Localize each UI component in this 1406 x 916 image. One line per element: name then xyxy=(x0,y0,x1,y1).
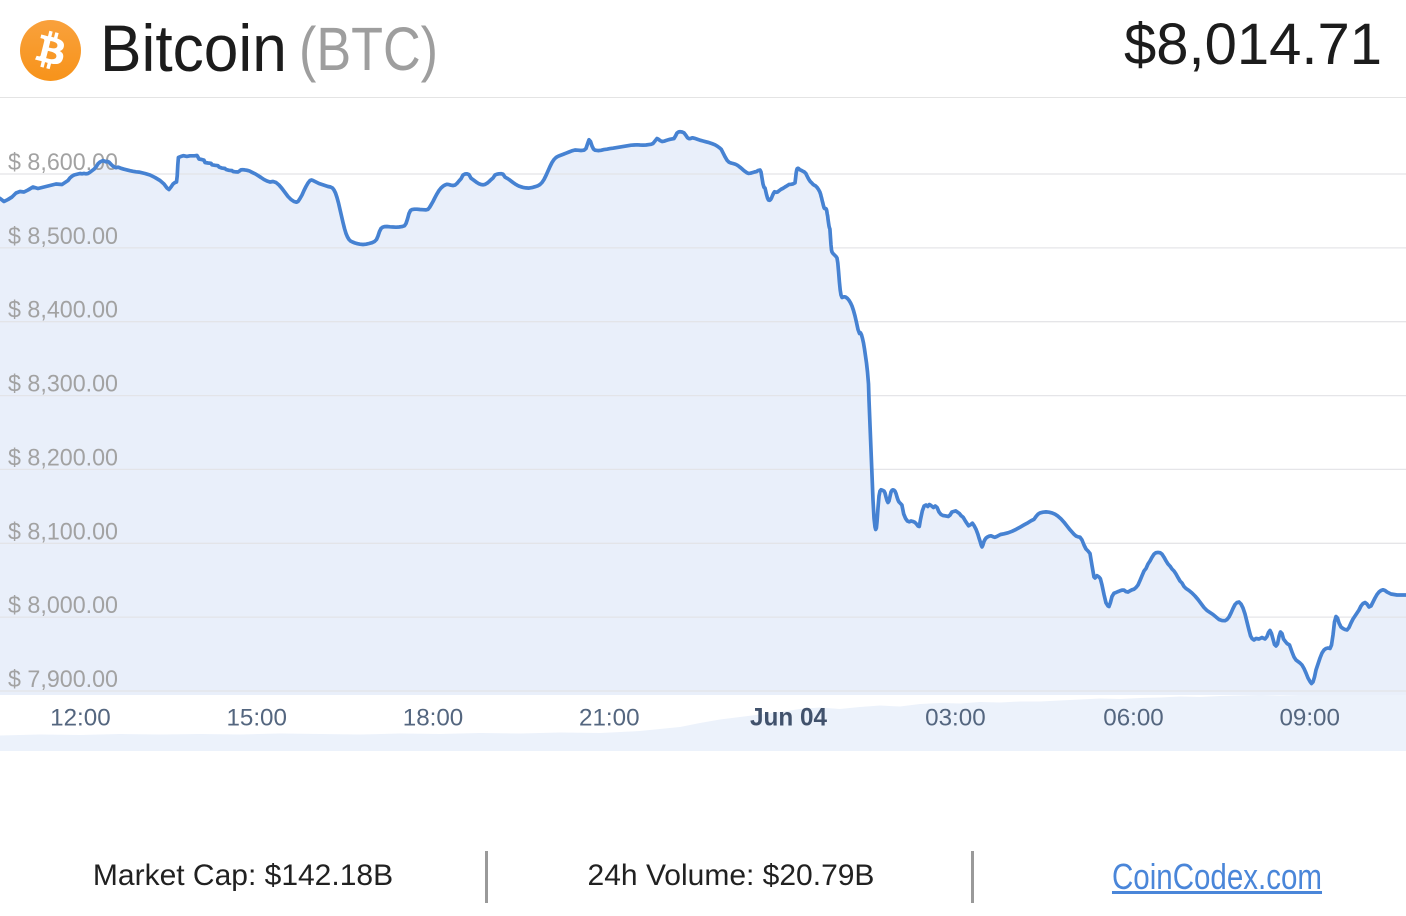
svg-text:$ 8,100.00: $ 8,100.00 xyxy=(8,518,118,545)
svg-text:$ 8,000.00: $ 8,000.00 xyxy=(8,592,118,619)
svg-text:12:00: 12:00 xyxy=(50,705,111,732)
svg-text:$ 8,200.00: $ 8,200.00 xyxy=(8,444,118,471)
svg-text:$ 8,500.00: $ 8,500.00 xyxy=(8,223,118,250)
svg-text:$ 7,900.00: $ 7,900.00 xyxy=(8,666,118,693)
svg-text:06:00: 06:00 xyxy=(1103,705,1164,732)
svg-text:03:00: 03:00 xyxy=(925,705,986,732)
svg-text:18:00: 18:00 xyxy=(403,705,464,732)
svg-text:21:00: 21:00 xyxy=(579,705,640,732)
svg-text:09:00: 09:00 xyxy=(1279,705,1340,732)
svg-text:15:00: 15:00 xyxy=(226,705,287,732)
svg-text:$ 8,400.00: $ 8,400.00 xyxy=(8,297,118,324)
svg-text:Jun 04: Jun 04 xyxy=(750,704,827,732)
svg-text:$ 8,300.00: $ 8,300.00 xyxy=(8,371,118,398)
